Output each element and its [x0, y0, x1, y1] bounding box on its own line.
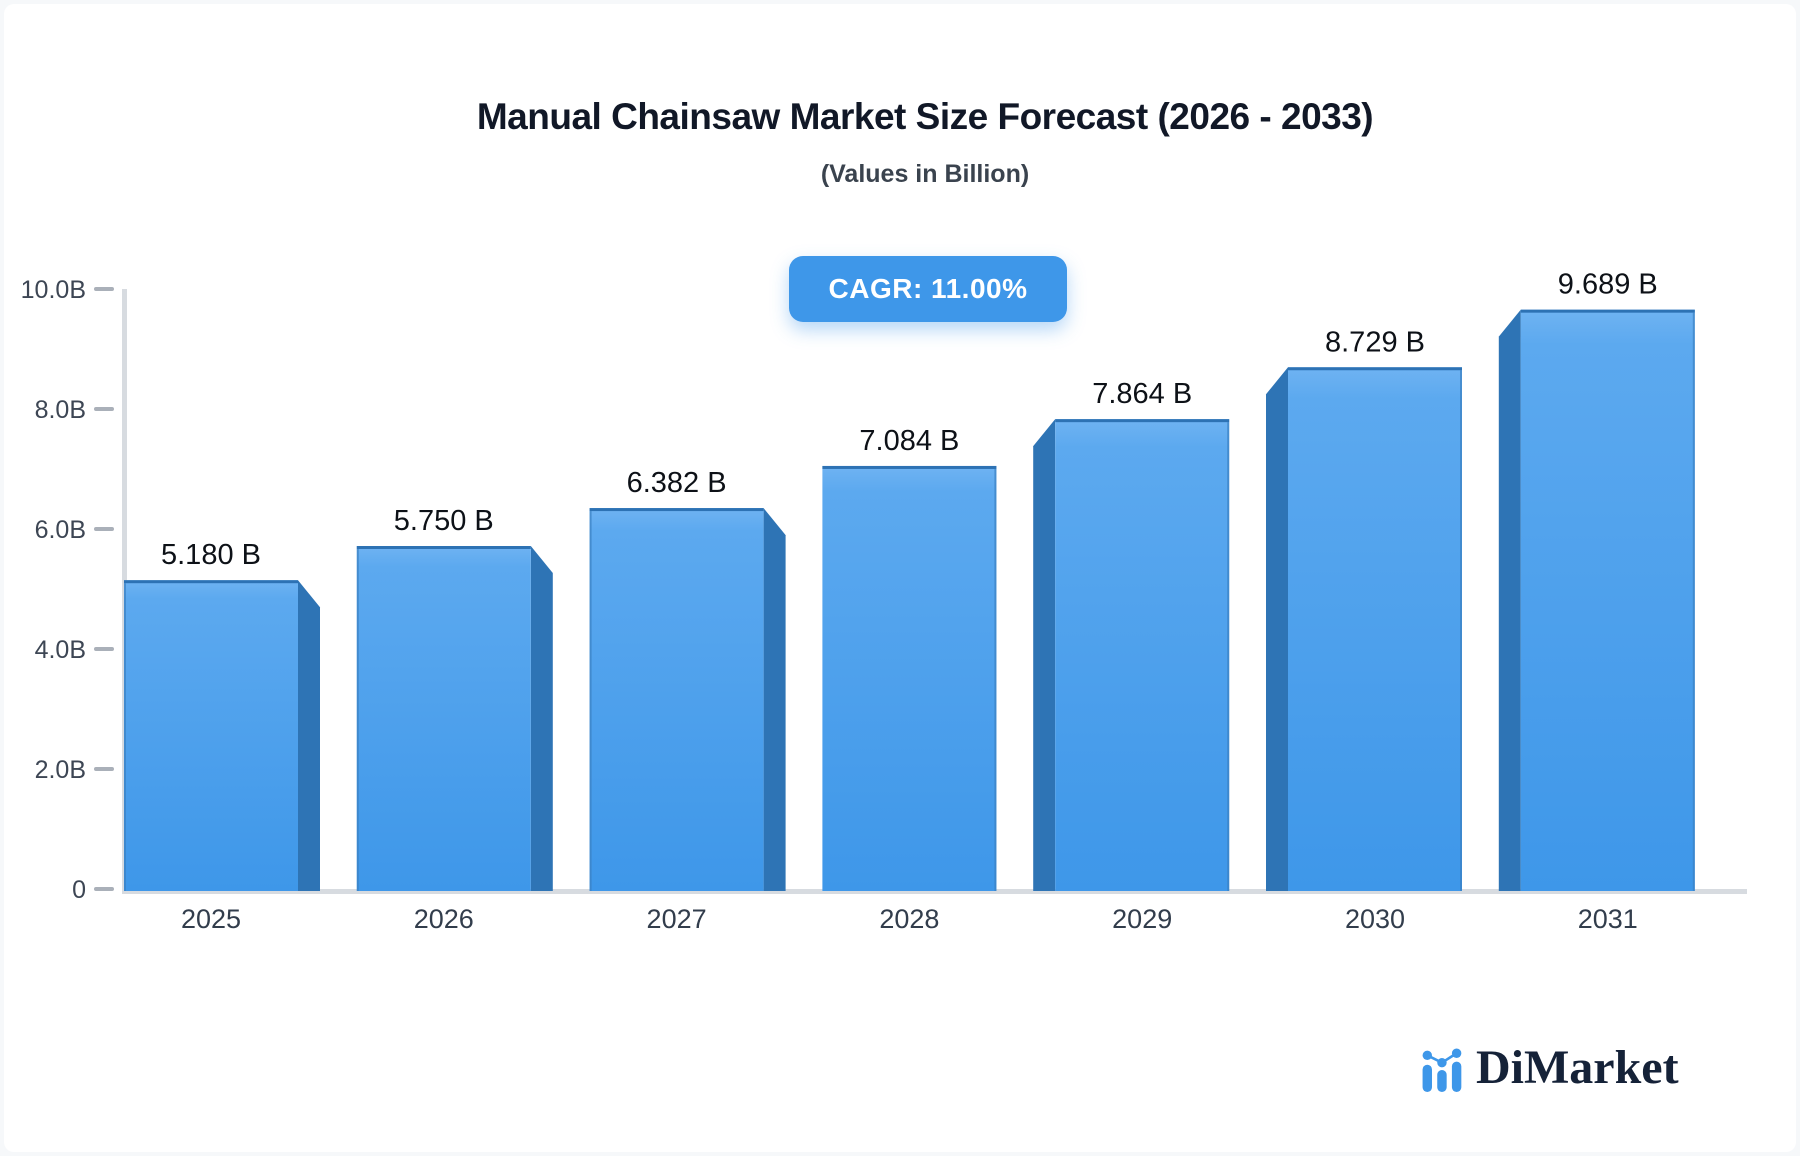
bar-front-face — [822, 465, 997, 891]
bar-top-edge — [1288, 367, 1462, 371]
cagr-badge-label: CAGR: 11.00% — [828, 273, 1028, 304]
y-tick-label: 6.0B — [35, 516, 86, 544]
bar-value-label: 8.729 B — [1325, 326, 1425, 358]
bar — [1266, 367, 1462, 891]
y-tick-mark — [94, 287, 114, 291]
bar-front-face — [124, 580, 298, 891]
bar-value-label: 5.750 B — [394, 505, 494, 537]
bar-outer-edge — [356, 549, 359, 891]
x-axis-label: 2030 — [1345, 904, 1405, 934]
bar-side-face — [1498, 309, 1521, 891]
bar-front-face — [589, 508, 764, 891]
bar-side-face — [1033, 419, 1056, 891]
y-tick-mark — [94, 767, 114, 771]
bar-chart: 0 2.0B 4.0B 6.0B 8.0B 10.0B 5.180 B 2025 5.750 B… — [21, 269, 1747, 934]
bar-side-face — [763, 508, 786, 891]
bar-value-label: 9.689 B — [1558, 269, 1658, 301]
bar-value-label: 7.084 B — [859, 425, 959, 457]
bar-chart-logo-icon — [1422, 1048, 1462, 1092]
bar — [356, 546, 553, 891]
bar-side-face — [1266, 367, 1288, 891]
bar — [589, 508, 786, 891]
chart-title: Manual Chainsaw Market Size Forecast (20… — [476, 96, 1374, 137]
x-axis-label: 2028 — [879, 904, 939, 934]
bar-outer-edge — [589, 511, 592, 891]
bar-top-edge — [124, 580, 298, 584]
x-axis-baseline — [122, 889, 1747, 894]
bar-top-edge — [1520, 309, 1695, 313]
bar-value-label: 6.382 B — [627, 467, 727, 499]
bar-top-edge — [822, 465, 997, 469]
chart-header: Manual Chainsaw Market Size Forecast (20… — [54, 96, 1796, 189]
y-tick-mark — [94, 407, 114, 411]
bar-outer-edge — [994, 468, 997, 891]
bar-top-edge — [589, 508, 764, 512]
y-tick-label: 10.0B — [21, 276, 86, 304]
y-tick-label: 0 — [72, 876, 86, 904]
bar-front-face — [1055, 419, 1230, 891]
bar-outer-edge — [1460, 370, 1462, 891]
x-axis-label: 2026 — [414, 904, 474, 934]
y-tick-label: 2.0B — [35, 756, 86, 784]
dimarket-logo: DiMarket — [1422, 1044, 1679, 1092]
bar-top-edge — [356, 546, 531, 549]
bar-side-face — [298, 580, 320, 891]
dimarket-logo-text: DiMarket — [1476, 1041, 1679, 1094]
bar-front-face — [356, 546, 531, 891]
bar-outer-edge — [1227, 422, 1230, 891]
y-tick-mark — [94, 887, 114, 891]
x-axis-label: 2029 — [1112, 904, 1172, 934]
x-axis-label: 2031 — [1578, 904, 1638, 934]
y-tick-mark — [94, 647, 114, 651]
x-axis-label: 2027 — [647, 904, 707, 934]
bar-side-face — [530, 546, 553, 891]
bar — [124, 580, 320, 891]
chart-subtitle: (Values in Billion) — [820, 160, 1030, 188]
bar-value-label: 5.180 B — [161, 539, 261, 571]
x-axis-label: 2025 — [181, 904, 241, 934]
bar — [1498, 309, 1695, 891]
bar-front-face — [1288, 367, 1462, 891]
bar-value-label: 7.864 B — [1092, 378, 1192, 410]
y-tick-label: 8.0B — [35, 396, 86, 424]
bar-outer-edge — [124, 583, 126, 891]
y-tick-label: 4.0B — [35, 636, 86, 664]
bar-front-face — [1520, 309, 1695, 891]
bar — [822, 465, 997, 891]
bar-outer-edge — [1692, 312, 1695, 891]
bar — [1033, 419, 1230, 891]
chart-card: Manual Chainsaw Market Size Forecast (20… — [4, 4, 1796, 1152]
bar-top-edge — [1055, 419, 1230, 423]
y-tick-mark — [94, 527, 114, 531]
cagr-badge: CAGR: 11.00% — [789, 256, 1067, 322]
